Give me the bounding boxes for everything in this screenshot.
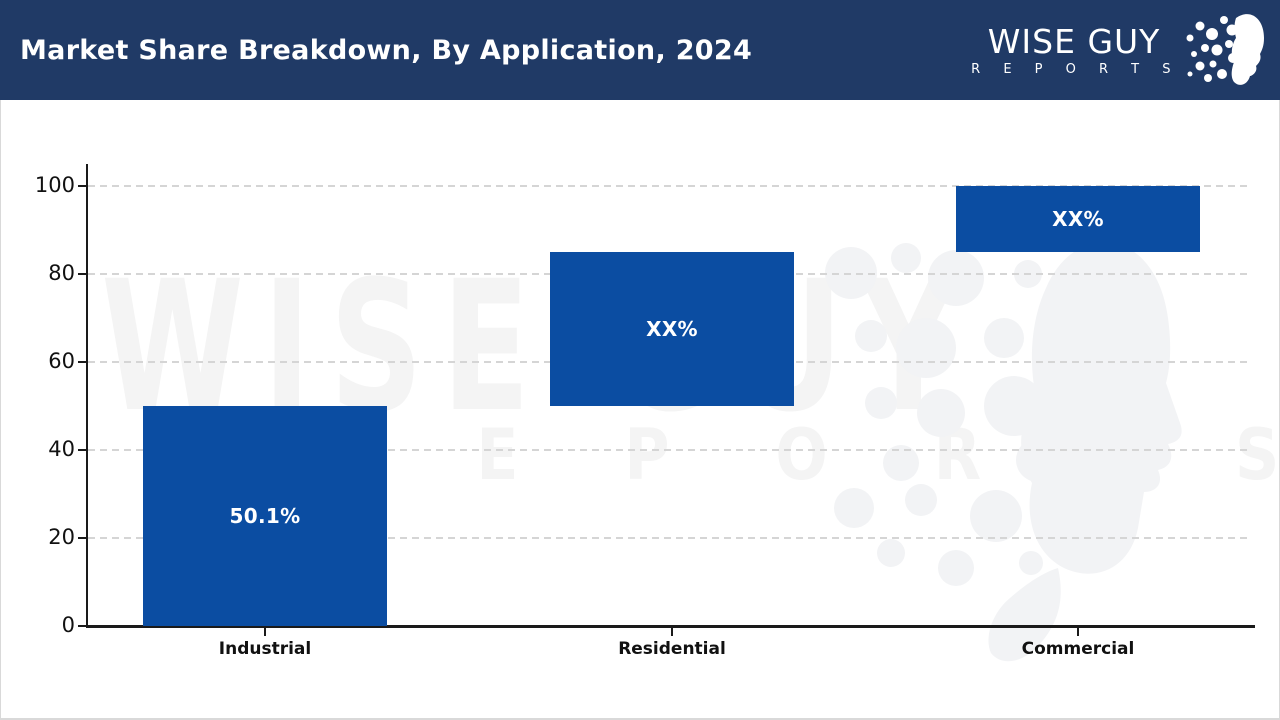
x-tick-mark-industrial xyxy=(264,628,266,636)
y-tick-label-20: 20 xyxy=(48,525,75,549)
gridline-40 xyxy=(88,449,1251,451)
chart-canvas: WISE GUY R E P O R T S 0 20 40 60 80 100 50 xyxy=(0,100,1280,720)
y-tick-label-80: 80 xyxy=(48,261,75,285)
y-tick-mark-60 xyxy=(78,361,86,363)
x-tick-mark-commercial xyxy=(1077,628,1079,636)
bar-value-label-industrial: 50.1% xyxy=(229,503,301,528)
y-tick-mark-80 xyxy=(78,273,86,275)
gridline-20 xyxy=(88,537,1251,539)
x-category-label-commercial: Commercial xyxy=(1021,639,1135,659)
y-tick-mark-0 xyxy=(78,625,86,627)
x-category-label-residential: Residential xyxy=(618,639,726,659)
y-tick-label-100: 100 xyxy=(34,173,75,197)
y-tick-mark-40 xyxy=(78,449,86,451)
bar-industrial: 50.1% xyxy=(143,405,387,626)
y-tick-label-0: 0 xyxy=(61,613,75,637)
bar-value-label-residential: XX% xyxy=(646,316,698,341)
header-band: Market Share Breakdown, By Application, … xyxy=(0,0,1280,100)
y-tick-label-40: 40 xyxy=(48,437,75,461)
bar-value-label-commercial: XX% xyxy=(1052,207,1104,231)
y-axis-spine xyxy=(86,164,88,628)
x-category-label-industrial: Industrial xyxy=(218,639,312,659)
gridline-100 xyxy=(88,185,1251,187)
wise-guy-logo: WISE GUY R E P O R T S xyxy=(968,4,1266,96)
page-title: Market Share Breakdown, By Application, … xyxy=(20,34,753,66)
bar-residential: XX% xyxy=(550,252,794,406)
y-tick-mark-100 xyxy=(78,185,86,187)
logo-subtitle: R E P O R T S xyxy=(971,61,1180,77)
bar-commercial: XX% xyxy=(956,186,1200,252)
logo-wordmark: WISE GUY xyxy=(987,21,1161,61)
logo-text: WISE GUY R E P O R T S xyxy=(968,25,1180,76)
logo-head-icon xyxy=(1180,4,1266,96)
y-tick-mark-20 xyxy=(78,537,86,539)
x-axis-spine xyxy=(86,625,1255,628)
x-tick-mark-residential xyxy=(671,628,673,636)
y-tick-label-60: 60 xyxy=(48,349,75,373)
